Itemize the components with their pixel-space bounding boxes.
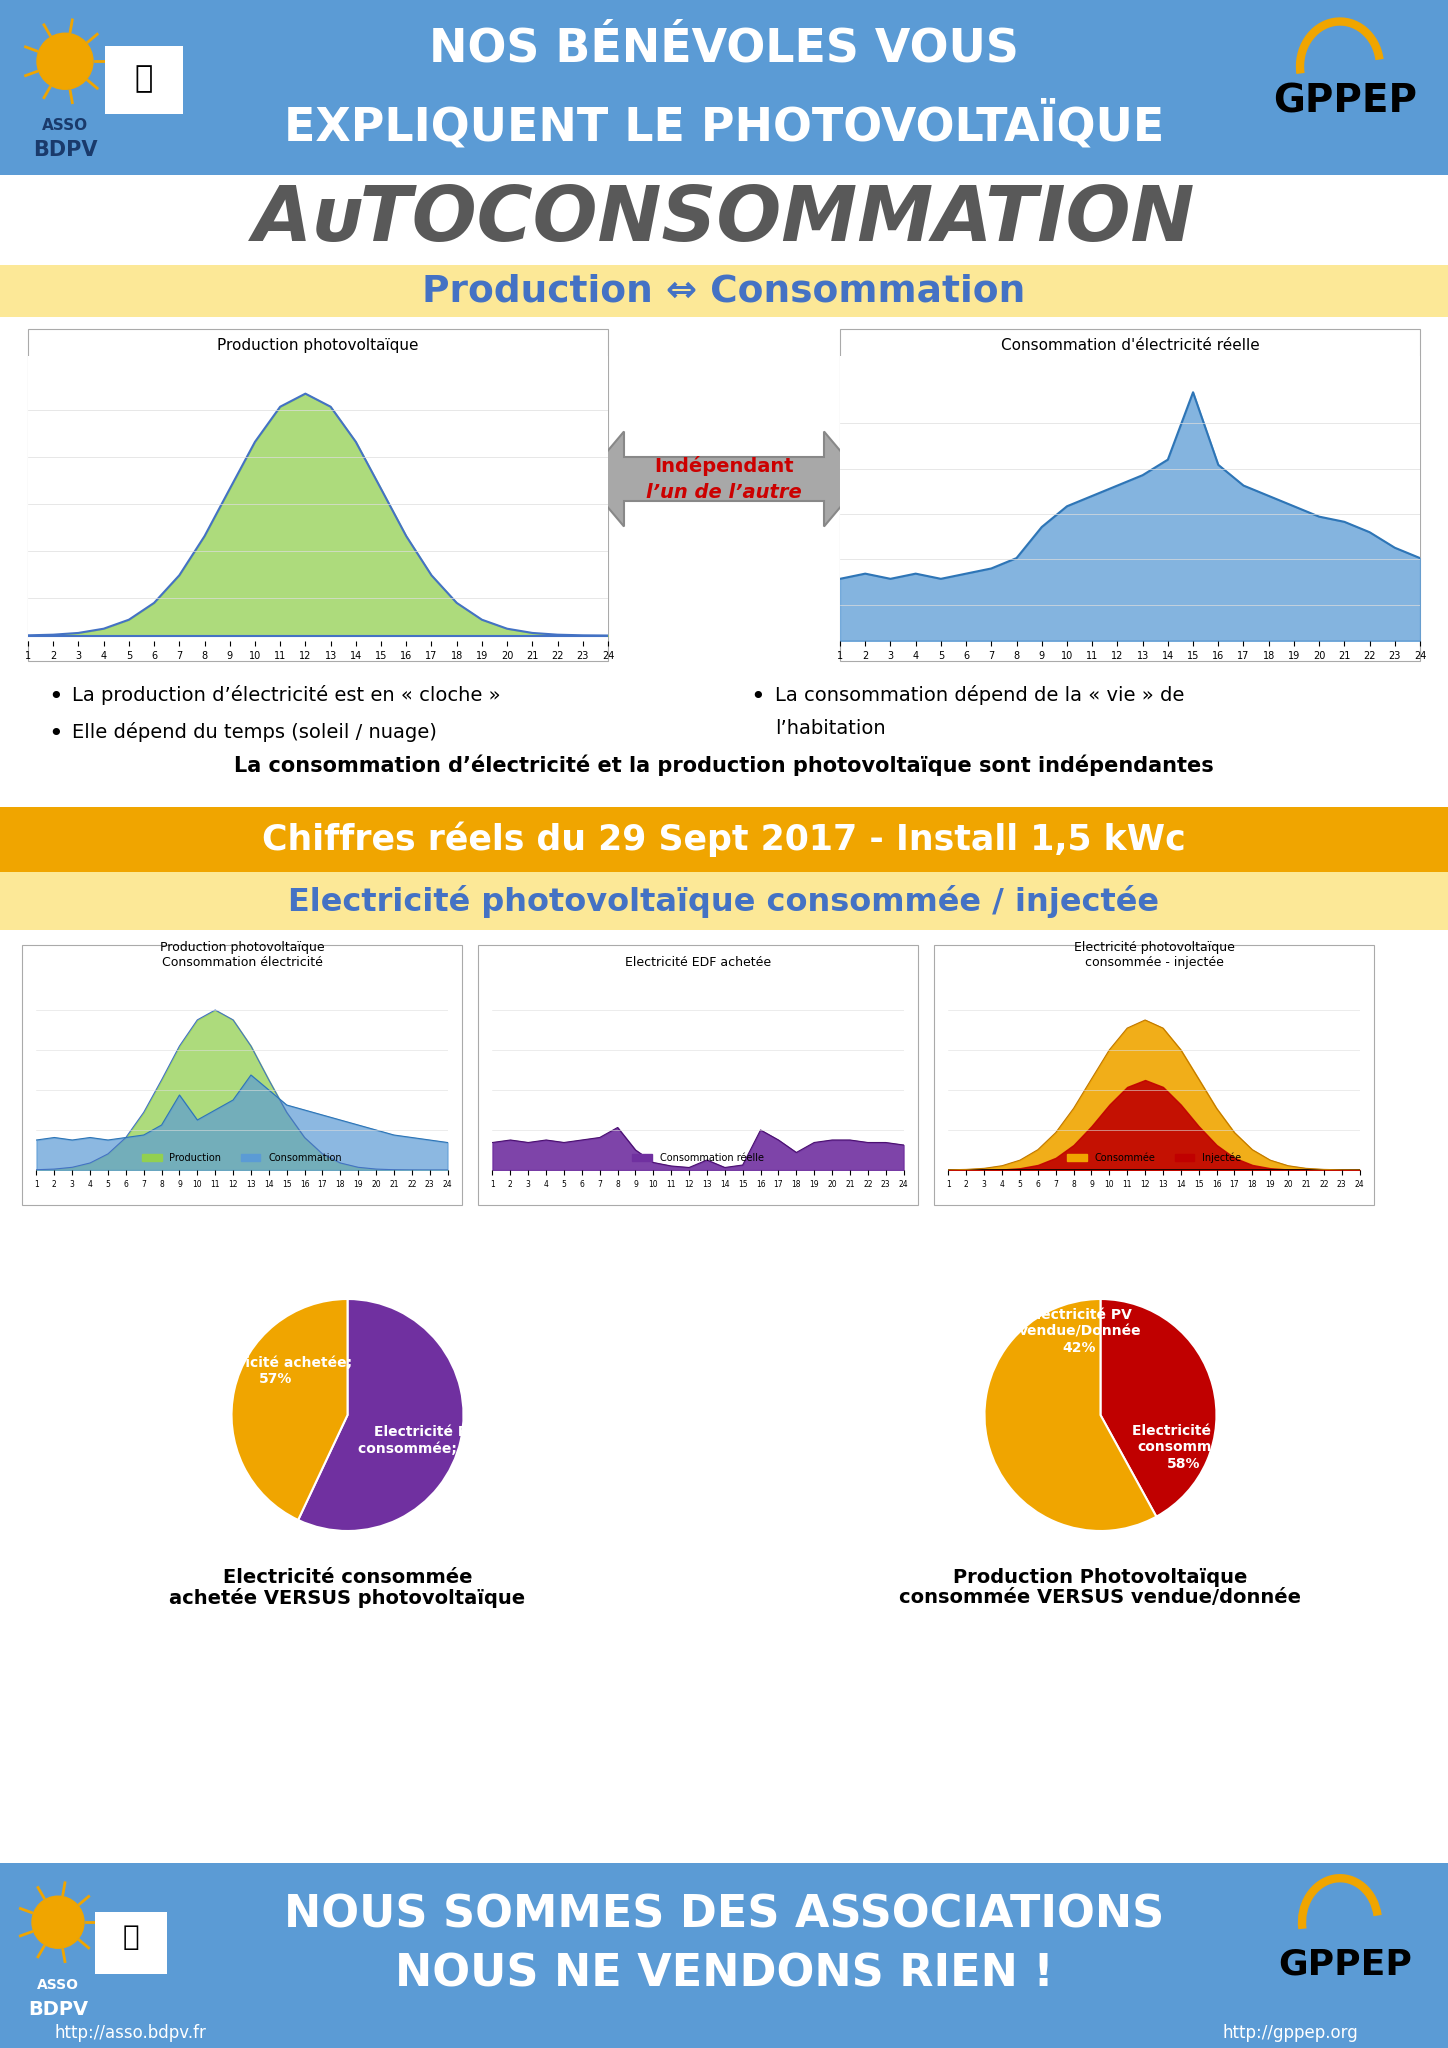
Text: •: • bbox=[48, 684, 62, 709]
Text: BDPV: BDPV bbox=[28, 1999, 88, 2019]
Bar bbox=[1255, 10, 1435, 166]
Text: Elle dépend du temps (soleil / nuage): Elle dépend du temps (soleil / nuage) bbox=[72, 723, 437, 741]
Text: ASSO: ASSO bbox=[38, 1978, 80, 1993]
Text: 🤝: 🤝 bbox=[135, 63, 153, 94]
Circle shape bbox=[38, 33, 93, 90]
Text: Production ⇔ Consommation: Production ⇔ Consommation bbox=[423, 272, 1025, 309]
Text: Production Photovoltaïque: Production Photovoltaïque bbox=[953, 1569, 1248, 1587]
Polygon shape bbox=[584, 432, 864, 526]
Title: Production photovoltaïque: Production photovoltaïque bbox=[217, 338, 418, 354]
Text: AᴜTOCONSOMMATION: AᴜTOCONSOMMATION bbox=[253, 182, 1195, 256]
Bar bbox=[106, 45, 182, 115]
Bar bbox=[0, 807, 1448, 872]
Bar bbox=[0, 1864, 1448, 2048]
Text: Chiffres réels du 29 Sept 2017 - Install 1,5 kWc: Chiffres réels du 29 Sept 2017 - Install… bbox=[262, 821, 1186, 858]
Circle shape bbox=[32, 1896, 84, 1948]
Text: La consommation d’électricité et la production photovoltaïque sont indépendantes: La consommation d’électricité et la prod… bbox=[235, 754, 1213, 776]
Text: La production d’électricité est en « cloche »: La production d’électricité est en « clo… bbox=[72, 684, 501, 705]
Wedge shape bbox=[985, 1298, 1157, 1532]
Text: •: • bbox=[48, 723, 62, 745]
Title: Electricité EDF achetée: Electricité EDF achetée bbox=[626, 956, 772, 969]
Bar bbox=[0, 264, 1448, 317]
Bar bbox=[0, 872, 1448, 930]
Text: GPPEP: GPPEP bbox=[1273, 82, 1418, 121]
Text: Electricité achetée;
57%: Electricité achetée; 57% bbox=[200, 1356, 352, 1386]
Text: La consommation dépend de la « vie » de: La consommation dépend de la « vie » de bbox=[775, 684, 1184, 705]
Legend: Production, Consommation: Production, Consommation bbox=[139, 1149, 346, 1167]
Text: Electricité PV
consommée
58%: Electricité PV consommée 58% bbox=[1131, 1423, 1237, 1470]
Text: Electricité photovoltaïque consommée / injectée: Electricité photovoltaïque consommée / i… bbox=[288, 885, 1160, 918]
Bar bbox=[0, 174, 1448, 264]
Text: Electricité PV
vendue/Donnée
42%: Electricité PV vendue/Donnée 42% bbox=[1018, 1309, 1141, 1354]
Bar bbox=[840, 330, 1420, 662]
Text: l’habitation: l’habitation bbox=[775, 719, 886, 737]
Bar bbox=[0, 0, 1448, 174]
Bar bbox=[28, 330, 608, 662]
Text: 🤝: 🤝 bbox=[123, 1923, 139, 1952]
Title: Production photovoltaïque
Consommation électricité: Production photovoltaïque Consommation é… bbox=[159, 940, 324, 969]
Text: NOUS NE VENDONS RIEN !: NOUS NE VENDONS RIEN ! bbox=[395, 1952, 1053, 1995]
Bar bbox=[934, 944, 1374, 1204]
Bar bbox=[0, 174, 1448, 1864]
Legend: Consommation réelle: Consommation réelle bbox=[628, 1149, 767, 1167]
Bar bbox=[478, 944, 918, 1204]
Text: consommée VERSUS vendue/donnée: consommée VERSUS vendue/donnée bbox=[899, 1587, 1302, 1608]
Wedge shape bbox=[298, 1298, 463, 1532]
Text: http://gppep.org: http://gppep.org bbox=[1222, 2023, 1358, 2042]
Text: Indépendant: Indépendant bbox=[654, 457, 794, 475]
Text: NOUS SOMMES DES ASSOCIATIONS: NOUS SOMMES DES ASSOCIATIONS bbox=[284, 1892, 1164, 1935]
Bar bbox=[22, 944, 462, 1204]
Text: Electricité consommée: Electricité consommée bbox=[223, 1569, 472, 1587]
Text: EXPLIQUENT LE PHOTOVOLTAÏQUE: EXPLIQUENT LE PHOTOVOLTAÏQUE bbox=[284, 100, 1164, 152]
Text: GPPEP: GPPEP bbox=[1279, 1948, 1412, 1982]
Bar bbox=[96, 1913, 167, 1974]
Wedge shape bbox=[1100, 1298, 1216, 1518]
Text: achetée VERSUS photovoltaïque: achetée VERSUS photovoltaïque bbox=[169, 1587, 526, 1608]
Text: http://asso.bdpv.fr: http://asso.bdpv.fr bbox=[54, 2023, 206, 2042]
Title: Consommation d'électricité réelle: Consommation d'électricité réelle bbox=[1001, 338, 1260, 354]
Title: Electricité photovoltaïque
consommée - injectée: Electricité photovoltaïque consommée - i… bbox=[1073, 940, 1235, 969]
Text: BDPV: BDPV bbox=[33, 141, 97, 160]
Text: ASSO: ASSO bbox=[42, 119, 88, 133]
Wedge shape bbox=[232, 1298, 348, 1520]
Text: l’un de l’autre: l’un de l’autre bbox=[646, 483, 802, 502]
Text: •: • bbox=[750, 684, 765, 709]
Legend: Consommée, Injectée: Consommée, Injectée bbox=[1063, 1149, 1245, 1167]
Text: Electricité PV
consommée; 43%: Electricité PV consommée; 43% bbox=[358, 1425, 495, 1456]
Text: NOS BÉNÉVOLES VOUS: NOS BÉNÉVOLES VOUS bbox=[429, 27, 1019, 72]
